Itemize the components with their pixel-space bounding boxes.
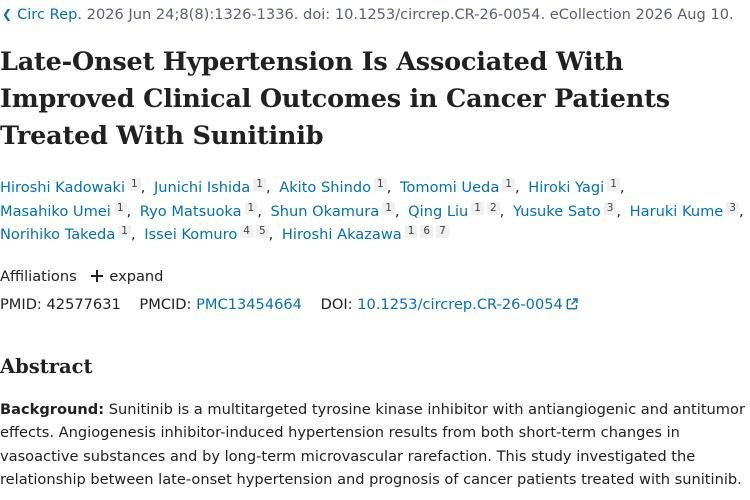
affiliations-label: Affiliations (0, 268, 77, 285)
affiliation-ref[interactable]: 1 (502, 178, 515, 191)
author-link[interactable]: Haruki Kume (629, 202, 724, 220)
affiliation-ref[interactable]: 5 (255, 225, 269, 238)
affiliation-ref[interactable]: 2 (486, 201, 500, 215)
title-line-1: Late-Onset Hypertension Is Associated Wi… (0, 47, 624, 77)
abstract-text-line: Sunitinib is a multitargeted tyrosine ki… (104, 401, 745, 418)
affiliation-ref[interactable]: 3 (603, 201, 617, 215)
author-line-1: Hiroshi Kadowaki 1, Junichi Ishida 1, Akit… (0, 178, 625, 196)
abstract-heading: Abstract (0, 355, 93, 378)
affiliation-ref[interactable]: 4 (240, 225, 253, 238)
author-line-2: Masahiko Umei 1, Ryo Matsuoka 1, Shun Okam… (0, 201, 744, 220)
author-link[interactable]: Norihiko Takeda (0, 226, 116, 243)
affiliation-ref[interactable]: 1 (253, 178, 266, 191)
plus-icon (91, 270, 104, 282)
author-link[interactable]: Hiroki Yagi (528, 179, 605, 196)
citation-line: ❮ Circ Rep. 2026 Jun 24;8(8):1326-1336. d… (2, 4, 750, 25)
chevron-left-icon[interactable]: ❮ (2, 7, 13, 21)
citation-details: 2026 Jun 24;8(8):1326-1336. doi: 10.1253… (86, 6, 734, 23)
identifiers-row: PMID: 42577631 PMCID: PMC13454664 DOI: 1… (0, 294, 578, 316)
affiliation-ref[interactable]: 1 (113, 201, 127, 215)
author-link[interactable]: Issei Komuro (144, 226, 238, 243)
external-link-icon (566, 298, 578, 310)
author-link[interactable]: Tomomi Ueda (399, 179, 500, 196)
abstract-body: Background: Sunitinib is a multitargeted… (0, 398, 750, 491)
abstract-text-line: vasoactive substances and by long-term m… (0, 447, 696, 465)
affiliations-expand-button[interactable]: expand (91, 266, 163, 288)
author-link[interactable]: Qing Liu (408, 202, 469, 220)
author-link[interactable]: Hiroshi Akazawa (281, 226, 402, 243)
pmcid-link[interactable]: PMC13454664 (196, 296, 302, 313)
pmid-value: 42577631 (46, 296, 121, 313)
affiliation-ref[interactable]: 1 (404, 225, 418, 238)
title-line-3: Treated With Sunitinib (0, 121, 324, 151)
pmid-label: PMID: (0, 296, 42, 313)
affiliation-ref[interactable]: 1 (374, 178, 387, 191)
author-link[interactable]: Masahiko Umei (0, 202, 111, 220)
affiliation-ref[interactable]: 1 (118, 225, 131, 238)
author-link[interactable]: Shun Okamura (270, 202, 380, 220)
affiliation-ref[interactable]: 3 (726, 201, 739, 215)
affiliation-ref[interactable]: 1 (382, 201, 395, 215)
affiliations-row: Affiliations expand (0, 266, 163, 288)
title-line-2: Improved Clinical Outcomes in Cancer Pat… (0, 84, 670, 114)
author-link[interactable]: Junichi Ishida (154, 179, 251, 196)
affiliation-ref[interactable]: 1 (607, 178, 620, 191)
affiliation-ref[interactable]: 1 (471, 201, 484, 215)
author-list: Hiroshi Kadowaki 1, Junichi Ishida 1, Akit… (0, 176, 750, 247)
author-link[interactable]: Yusuke Sato (512, 202, 601, 220)
doi-link[interactable]: 10.1253/circrep.CR-26-0054 (357, 296, 578, 313)
affiliation-ref[interactable]: 1 (244, 201, 258, 215)
journal-link[interactable]: Circ Rep. (17, 6, 83, 23)
article-title: Late-Onset Hypertension Is Associated Wi… (0, 44, 750, 155)
doi-value: 10.1253/circrep.CR-26-0054 (357, 296, 563, 313)
expand-label: expand (109, 268, 164, 285)
pmcid-label: PMCID: (139, 296, 192, 313)
author-link[interactable]: Ryo Matsuoka (139, 202, 242, 220)
background-label: Background: (0, 401, 105, 418)
author-link[interactable]: Hiroshi Kadowaki (0, 179, 126, 196)
author-line-3: Norihiko Takeda 1, Issei Komuro 4 5, Hirosh… (0, 223, 750, 247)
affiliation-ref[interactable]: 7 (436, 225, 449, 238)
abstract-text-line: relationship between late-onset hyperten… (0, 470, 742, 488)
doi-label: DOI: (320, 296, 353, 313)
affiliation-ref[interactable]: 6 (420, 225, 434, 238)
author-link[interactable]: Akito Shindo (279, 179, 372, 196)
affiliation-ref[interactable]: 1 (128, 178, 141, 191)
abstract-line-1: Background: Sunitinib is a multitargeted… (0, 398, 750, 421)
abstract-text-line: effects. Angiogenesis inhibitor-induced … (0, 424, 680, 442)
